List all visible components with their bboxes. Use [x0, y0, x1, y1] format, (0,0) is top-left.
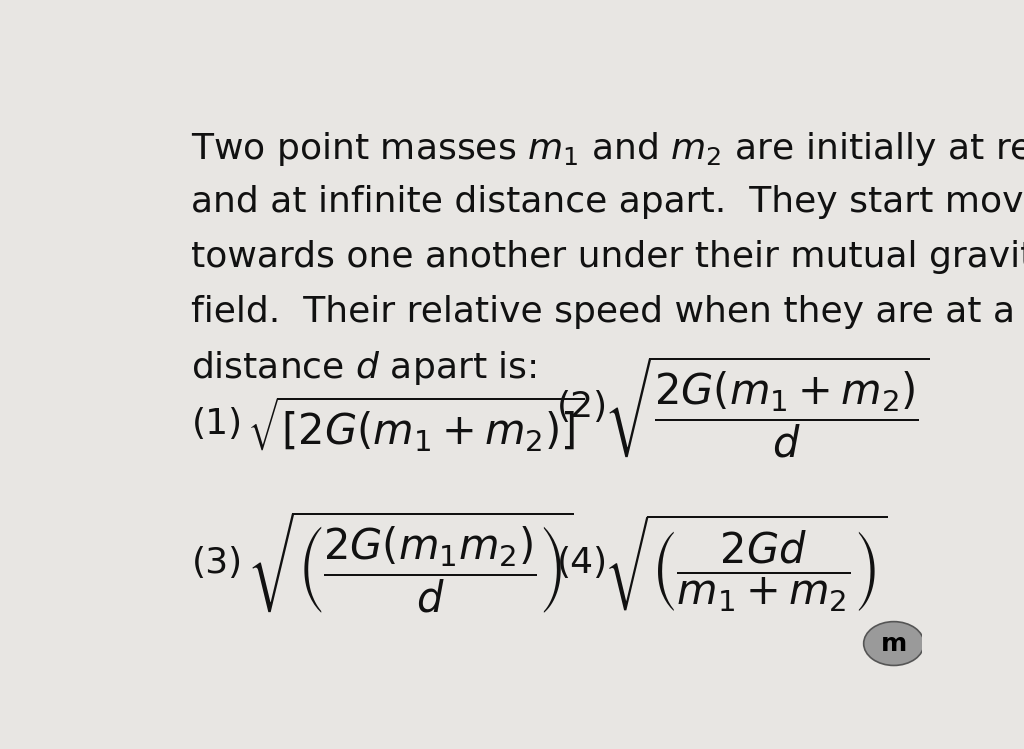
Text: m: m [881, 631, 907, 655]
Text: $\sqrt{\left(\dfrac{2Gd}{m_1+m_2}\right)}$: $\sqrt{\left(\dfrac{2Gd}{m_1+m_2}\right)… [604, 512, 888, 613]
Text: towards one another under their mutual gravitational: towards one another under their mutual g… [191, 240, 1024, 274]
Text: $\sqrt{[2G(m_1+m_2)]}$: $\sqrt{[2G(m_1+m_2)]}$ [247, 395, 584, 454]
Text: field.  Their relative speed when they are at a: field. Their relative speed when they ar… [191, 294, 1016, 329]
Text: (3): (3) [191, 546, 243, 580]
Text: distance $d$ apart is:: distance $d$ apart is: [191, 349, 537, 387]
Text: (4): (4) [557, 546, 607, 580]
Circle shape [863, 622, 924, 665]
Text: Two point masses $m_1$ and $m_2$ are initially at rest: Two point masses $m_1$ and $m_2$ are ini… [191, 130, 1024, 169]
Text: $\sqrt{\dfrac{2G(m_1+m_2)}{d}}$: $\sqrt{\dfrac{2G(m_1+m_2)}{d}}$ [604, 354, 930, 460]
Text: $\sqrt{\left(\dfrac{2G(m_1 m_2)}{d}\right)}$: $\sqrt{\left(\dfrac{2G(m_1 m_2)}{d}\righ… [247, 509, 573, 616]
Text: (1): (1) [191, 407, 243, 441]
Text: (2): (2) [557, 390, 607, 424]
Text: and at infinite distance apart.  They start moving: and at infinite distance apart. They sta… [191, 185, 1024, 219]
